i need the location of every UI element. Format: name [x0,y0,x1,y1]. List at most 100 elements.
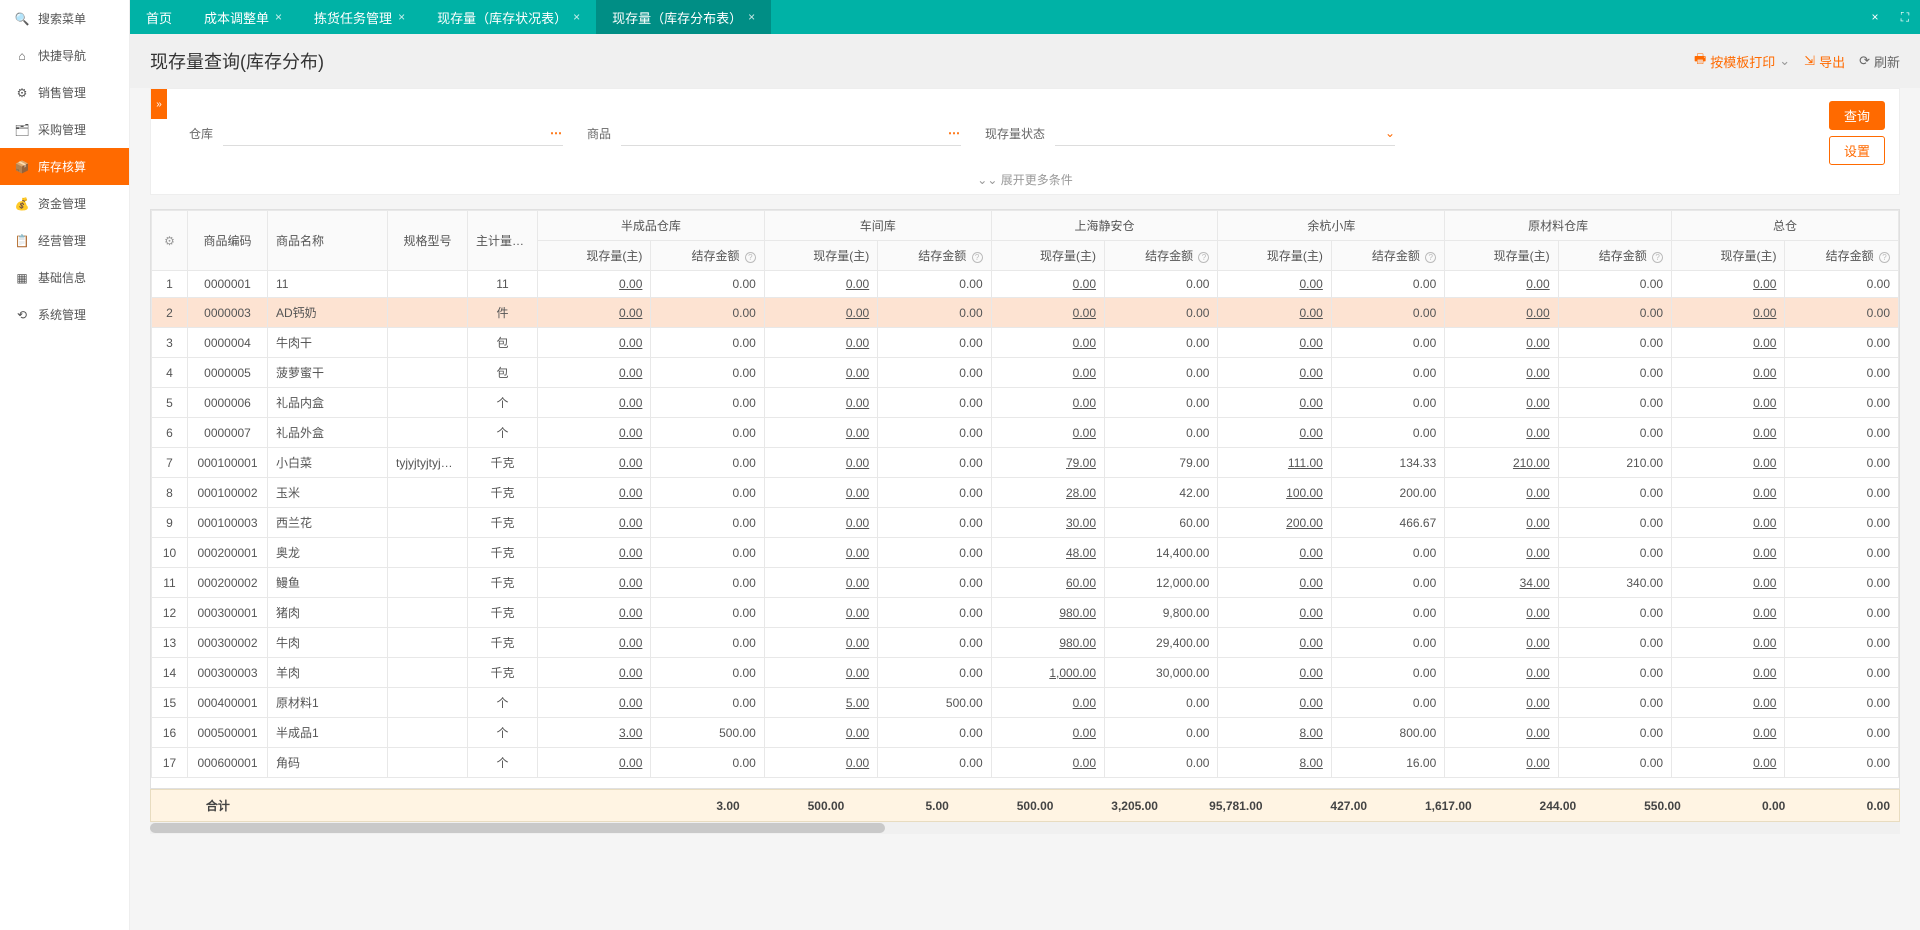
horizontal-scrollbar[interactable] [150,822,1900,834]
cell-value[interactable]: 0.00 [1445,538,1558,568]
table-row[interactable]: 30000004牛肉干包0.000.000.000.000.000.000.00… [152,328,1899,358]
table-row[interactable]: 15000400001原材料1个0.000.005.00500.000.000.… [152,688,1899,718]
cell-value[interactable]: 0.00 [1672,538,1785,568]
cell-value[interactable]: 0.00 [1672,418,1785,448]
cell-value[interactable]: 0.00 [991,358,1104,388]
cell-value[interactable]: 0.00 [1672,388,1785,418]
cell-value[interactable]: 0.00 [991,388,1104,418]
table-row[interactable]: 16000500001半成品1个3.00500.000.000.000.000.… [152,718,1899,748]
cell-value[interactable]: 34.00 [1445,568,1558,598]
cell-value[interactable]: 0.00 [1218,418,1331,448]
ellipsis-icon[interactable]: ⋯ [948,126,961,140]
cell-value[interactable]: 0.00 [1445,358,1558,388]
cell-value[interactable]: 0.00 [538,598,651,628]
cell-value[interactable]: 0.00 [991,718,1104,748]
cell-value[interactable]: 0.00 [991,298,1104,328]
table-row[interactable]: 7000100001小白菜tyjyjtyjtyjdf...千克0.000.000… [152,448,1899,478]
table-row[interactable]: 11000200002鳗鱼千克0.000.000.000.0060.0012,0… [152,568,1899,598]
cell-value[interactable]: 0.00 [1672,448,1785,478]
cell-value[interactable]: 0.00 [1672,598,1785,628]
cell-value[interactable]: 3.00 [538,718,651,748]
cell-value[interactable]: 0.00 [764,598,877,628]
cell-value[interactable]: 0.00 [538,688,651,718]
cell-value[interactable]: 0.00 [1445,718,1558,748]
cell-value[interactable]: 0.00 [764,418,877,448]
cell-value[interactable]: 0.00 [538,328,651,358]
cell-value[interactable]: 0.00 [991,748,1104,778]
cell-value[interactable]: 210.00 [1445,448,1558,478]
table-row[interactable]: 8000100002玉米千克0.000.000.000.0028.0042.00… [152,478,1899,508]
cell-value[interactable]: 111.00 [1218,448,1331,478]
status-select[interactable]: ⌄ [1055,120,1395,146]
cell-value[interactable]: 60.00 [991,568,1104,598]
tab-0[interactable]: 首页 [130,0,188,34]
help-icon[interactable]: ? [1879,252,1890,263]
cell-value[interactable]: 0.00 [1218,658,1331,688]
tab-2[interactable]: 拣货任务管理× [298,0,421,34]
cell-value[interactable]: 48.00 [991,538,1104,568]
sidebar-item-2[interactable]: ⚙销售管理 [0,74,129,111]
sidebar-item-3[interactable]: 🗂采购管理 [0,111,129,148]
cell-value[interactable]: 0.00 [1445,508,1558,538]
cell-value[interactable]: 0.00 [1672,718,1785,748]
cell-value[interactable]: 0.00 [764,568,877,598]
cell-value[interactable]: 0.00 [1672,688,1785,718]
warehouse-input[interactable]: ⋯ [223,120,563,146]
cell-value[interactable]: 0.00 [764,508,877,538]
cell-value[interactable]: 0.00 [1445,658,1558,688]
cell-value[interactable]: 0.00 [764,388,877,418]
sidebar-item-6[interactable]: 📋经营管理 [0,222,129,259]
cell-value[interactable]: 0.00 [538,748,651,778]
settings-button[interactable]: 设置 [1829,136,1885,165]
table-row[interactable]: 14000300003羊肉千克0.000.000.000.001,000.003… [152,658,1899,688]
cell-value[interactable]: 0.00 [1445,598,1558,628]
cell-value[interactable]: 0.00 [764,538,877,568]
cell-value[interactable]: 0.00 [1445,271,1558,298]
help-icon[interactable]: ? [745,252,756,263]
cell-value[interactable]: 1,000.00 [991,658,1104,688]
product-input[interactable]: ⋯ [621,120,961,146]
cell-value[interactable]: 0.00 [1672,358,1785,388]
cell-value[interactable]: 0.00 [1218,538,1331,568]
cell-value[interactable]: 0.00 [1672,568,1785,598]
table-row[interactable]: 17000600001角码个0.000.000.000.000.000.008.… [152,748,1899,778]
cell-value[interactable]: 0.00 [538,658,651,688]
cell-value[interactable]: 5.00 [764,688,877,718]
export-link[interactable]: ⇲ 导出 [1804,52,1845,71]
cell-value[interactable]: 0.00 [1218,298,1331,328]
cell-value[interactable]: 0.00 [1218,271,1331,298]
cell-value[interactable]: 0.00 [538,271,651,298]
cell-value[interactable]: 0.00 [538,418,651,448]
cell-value[interactable]: 0.00 [1218,328,1331,358]
cell-value[interactable]: 980.00 [991,628,1104,658]
collapse-filter-button[interactable]: » [151,89,167,119]
tab-4[interactable]: 现存量（库存分布表）× [596,0,771,34]
cell-value[interactable]: 8.00 [1218,718,1331,748]
table-row[interactable]: 12000300001猪肉千克0.000.000.000.00980.009,8… [152,598,1899,628]
cell-value[interactable]: 980.00 [991,598,1104,628]
table-row[interactable]: 9000100003西兰花千克0.000.000.000.0030.0060.0… [152,508,1899,538]
cell-value[interactable]: 0.00 [1218,628,1331,658]
cell-value[interactable]: 0.00 [764,271,877,298]
refresh-link[interactable]: ⟳ 刷新 [1859,52,1900,71]
cell-value[interactable]: 0.00 [764,358,877,388]
cell-value[interactable]: 0.00 [764,298,877,328]
table-row[interactable]: 1000000111110.000.000.000.000.000.000.00… [152,271,1899,298]
cell-value[interactable]: 0.00 [1445,298,1558,328]
expand-more-filters[interactable]: ⌄⌄ 展开更多条件 [165,165,1885,194]
cell-value[interactable]: 0.00 [538,298,651,328]
tab-3[interactable]: 现存量（库存状况表）× [421,0,596,34]
sidebar-item-1[interactable]: ⌂快捷导航 [0,37,129,74]
close-icon[interactable]: × [573,10,580,24]
cell-value[interactable]: 0.00 [538,628,651,658]
cell-value[interactable]: 0.00 [1672,328,1785,358]
help-icon[interactable]: ? [1652,252,1663,263]
cell-value[interactable]: 0.00 [538,358,651,388]
cell-value[interactable]: 0.00 [1672,298,1785,328]
cell-value[interactable]: 0.00 [538,568,651,598]
cell-value[interactable]: 0.00 [764,628,877,658]
cell-value[interactable]: 0.00 [1672,748,1785,778]
cell-value[interactable]: 0.00 [764,448,877,478]
cell-value[interactable]: 0.00 [1445,388,1558,418]
table-row[interactable]: 50000006礼品内盒个0.000.000.000.000.000.000.0… [152,388,1899,418]
